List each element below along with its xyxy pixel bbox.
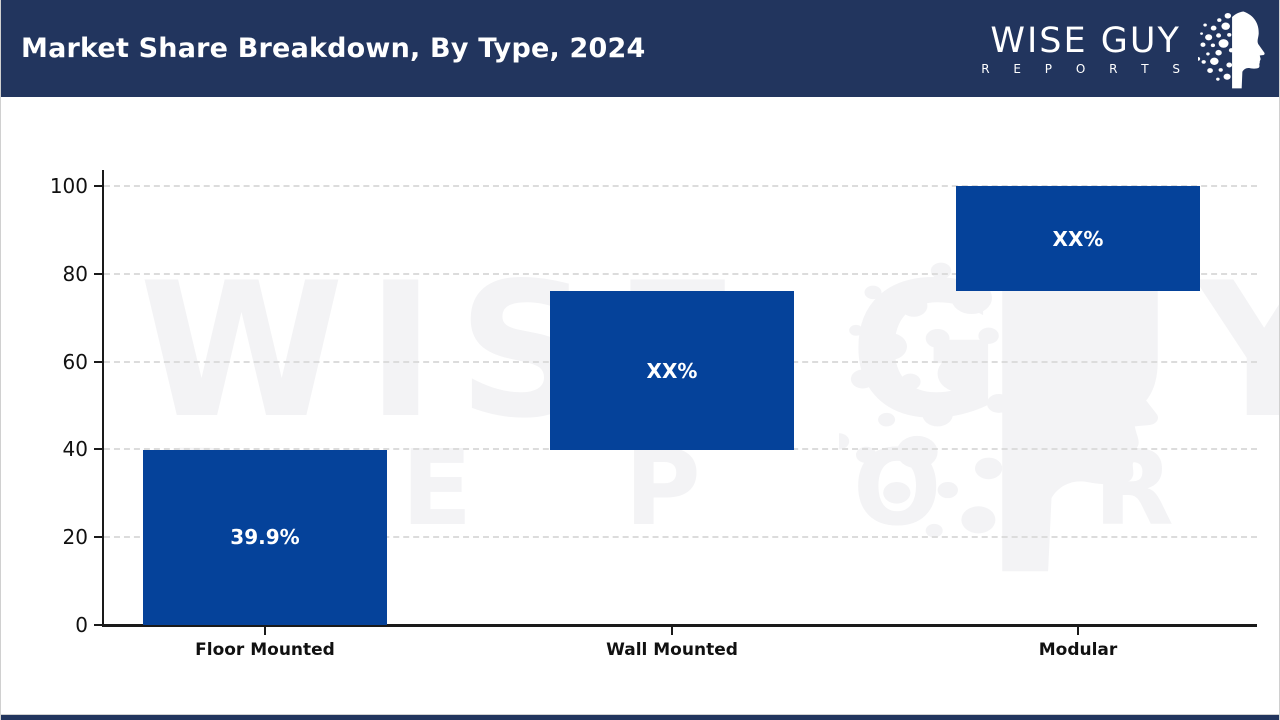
- y-tick-label-100: 100: [49, 174, 88, 198]
- y-tick-mark-80: [94, 272, 104, 275]
- x-tick-mark-1: [671, 627, 673, 635]
- wiseguy-face-icon: [1198, 11, 1265, 89]
- bar-wall-mounted: XX%: [550, 291, 794, 450]
- bar-modular: XX%: [956, 186, 1200, 292]
- y-tick-mark-60: [94, 360, 104, 363]
- bar-floor-mounted: 39.9%: [143, 449, 387, 625]
- bar-value-label: XX%: [646, 358, 698, 383]
- brand-logo: WISE GUY R E P O R T S: [981, 7, 1269, 91]
- x-tick-mark-2: [1077, 627, 1079, 635]
- gridline-100: [104, 185, 1257, 187]
- page-title: Market Share Breakdown, By Type, 2024: [21, 33, 646, 64]
- logo-wordmark-line1: WISE GUY: [990, 20, 1181, 61]
- gridline-80: [104, 272, 1257, 275]
- x-axis-line: [102, 624, 1257, 627]
- y-tick-label-20: 20: [62, 525, 88, 550]
- gridline-20: [104, 536, 1257, 539]
- y-tick-label-0: 0: [75, 613, 88, 637]
- y-tick-mark-100: [94, 185, 104, 187]
- footer-bar: [1, 715, 1279, 720]
- y-tick-mark-20: [94, 536, 104, 539]
- logo-wordmark-line2: R E P O R T S: [981, 61, 1190, 76]
- y-tick-label-80: 80: [62, 261, 88, 286]
- y-tick-label-40: 40: [62, 437, 88, 462]
- y-axis-line: [102, 170, 104, 627]
- x-category-label: Modular: [1038, 640, 1118, 660]
- x-tick-mark-0: [264, 627, 266, 635]
- bar-value-label: XX%: [1052, 226, 1104, 251]
- logo-wordmark: WISE GUY R E P O R T S: [981, 23, 1190, 76]
- y-tick-mark-40: [94, 448, 104, 451]
- y-tick-label-60: 60: [62, 349, 88, 374]
- x-category-label: Floor Mounted: [195, 640, 335, 660]
- footer-divider: [1, 714, 1279, 715]
- header-bar: Market Share Breakdown, By Type, 2024 WI…: [1, 0, 1279, 97]
- x-category-label: Wall Mounted: [606, 640, 738, 660]
- bar-value-label: 39.9%: [230, 525, 300, 550]
- y-tick-mark-0: [94, 624, 104, 626]
